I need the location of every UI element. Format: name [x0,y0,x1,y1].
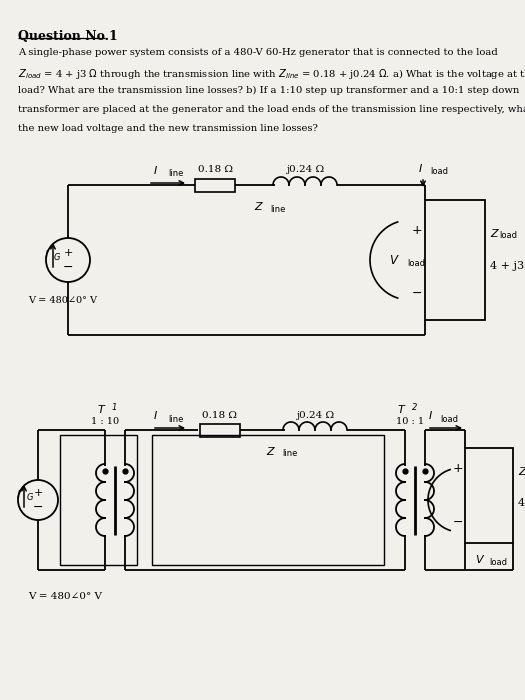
Text: I: I [45,250,48,260]
Bar [465,448,513,543]
Text: 1 : 10: 1 : 10 [91,417,119,426]
Bar [425,200,485,320]
Text: 4 + j3Ω: 4 + j3Ω [518,498,525,508]
Text: V = 480∠0° V: V = 480∠0° V [28,296,98,305]
Text: load: load [499,232,517,241]
Bar [152,435,384,565]
Text: load: load [489,558,507,567]
Bar [200,424,240,437]
Text: line: line [282,449,297,459]
Text: I: I [418,164,422,174]
Text: V = 480∠0° V: V = 480∠0° V [28,592,102,601]
Text: T: T [98,405,104,415]
Text: line: line [168,169,183,178]
Text: Z: Z [490,229,498,239]
Text: Z: Z [254,202,262,212]
Text: I: I [428,411,432,421]
Text: G: G [54,253,60,262]
Text: +: + [64,248,72,258]
Text: load: load [407,259,425,268]
Text: −: − [412,287,422,300]
Text: I: I [153,411,156,421]
Text: Z: Z [266,447,274,457]
Text: 4 + j3Ω: 4 + j3Ω [490,261,525,271]
Text: 0.18 Ω: 0.18 Ω [197,164,233,174]
Text: 10 : 1: 10 : 1 [396,417,424,426]
Text: load: load [430,167,448,176]
Text: −: − [33,500,43,514]
Text: line: line [168,414,183,424]
Text: G: G [27,493,34,501]
Text: j0.24 Ω: j0.24 Ω [296,410,334,419]
Text: 0.18 Ω: 0.18 Ω [203,410,237,419]
Text: +: + [33,488,43,498]
Text: line: line [270,204,286,214]
Text: 1: 1 [112,403,118,412]
Text: +: + [412,223,422,237]
Text: I: I [153,166,156,176]
Text: T: T [397,405,404,415]
Text: j0.24 Ω: j0.24 Ω [286,164,324,174]
Bar [60,435,137,565]
Text: load? What are the transmission line losses? b) If a 1:10 step up transformer an: load? What are the transmission line los… [18,86,519,95]
Text: −: − [453,516,463,528]
Text: I: I [16,490,19,500]
Text: 2: 2 [412,403,417,412]
Text: V: V [476,555,483,565]
Text: V: V [389,253,397,267]
Text: Z: Z [518,467,525,477]
Text: Question No.1: Question No.1 [18,30,118,43]
Text: −: − [63,260,74,274]
Bar [195,178,235,192]
Text: the new load voltage and the new transmission line losses?: the new load voltage and the new transmi… [18,124,318,133]
Text: +: + [453,463,463,475]
Text: load: load [440,414,458,424]
Text: transformer are placed at the generator and the load ends of the transmission li: transformer are placed at the generator … [18,105,525,114]
Text: $Z_{load}$ = 4 + j3 $\Omega$ through the transmission line with $Z_{line}$ = 0.1: $Z_{load}$ = 4 + j3 $\Omega$ through the… [18,67,525,81]
Text: A single-phase power system consists of a 480-V 60-Hz generator that is connecte: A single-phase power system consists of … [18,48,498,57]
